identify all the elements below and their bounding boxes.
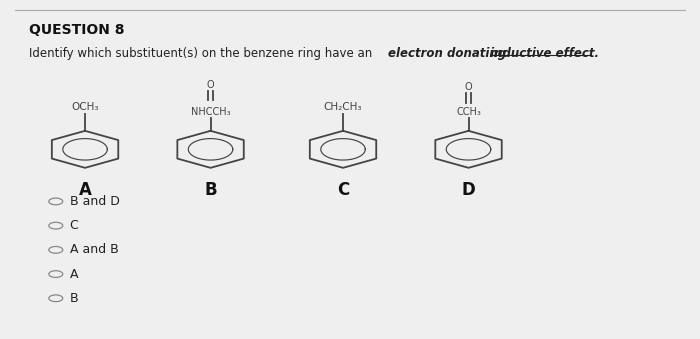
Text: B: B bbox=[204, 181, 217, 199]
Text: inductive effect.: inductive effect. bbox=[486, 47, 599, 60]
Text: Identify which substituent(s) on the benzene ring have an: Identify which substituent(s) on the ben… bbox=[29, 47, 377, 60]
Text: B and D: B and D bbox=[70, 195, 120, 208]
Text: NHCCH₃: NHCCH₃ bbox=[190, 107, 230, 117]
Text: CCH₃: CCH₃ bbox=[456, 107, 481, 117]
Text: O: O bbox=[206, 80, 214, 90]
Text: OCH₃: OCH₃ bbox=[71, 102, 99, 112]
Text: QUESTION 8: QUESTION 8 bbox=[29, 23, 125, 37]
Text: A: A bbox=[78, 181, 92, 199]
Text: O: O bbox=[465, 82, 472, 92]
Text: electron donating: electron donating bbox=[389, 47, 507, 60]
Text: A: A bbox=[70, 267, 78, 281]
Text: A and B: A and B bbox=[70, 243, 118, 256]
Text: C: C bbox=[337, 181, 349, 199]
Text: D: D bbox=[462, 181, 475, 199]
Text: CH₂CH₃: CH₂CH₃ bbox=[324, 102, 363, 112]
Text: C: C bbox=[70, 219, 78, 232]
Text: B: B bbox=[70, 292, 78, 305]
